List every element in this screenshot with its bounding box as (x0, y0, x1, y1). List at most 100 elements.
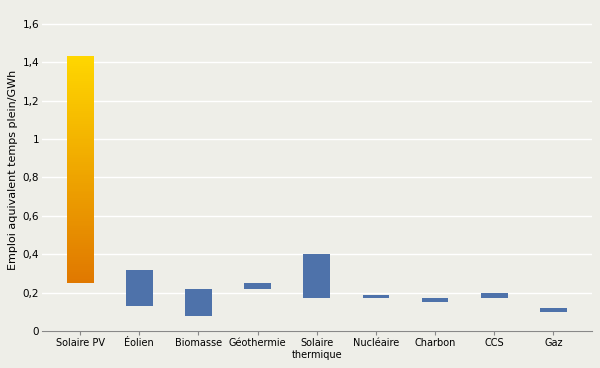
Bar (67, 71, 94, 73)
Bar (67, 168, 94, 170)
Bar (67, 91, 94, 92)
Bar (67, 92, 94, 94)
Bar (67, 213, 94, 215)
Bar (67, 173, 94, 176)
Bar (540, 308, 566, 312)
Bar (67, 272, 94, 274)
Bar (67, 75, 94, 77)
Bar (67, 94, 94, 96)
Bar (67, 202, 94, 204)
Bar (67, 104, 94, 106)
Bar (67, 236, 94, 238)
Bar (67, 185, 94, 187)
Bar (67, 134, 94, 136)
Bar (67, 238, 94, 240)
Bar (67, 232, 94, 234)
Bar (67, 209, 94, 211)
Bar (67, 277, 94, 279)
Bar (67, 79, 94, 81)
Bar (67, 279, 94, 281)
Bar (67, 259, 94, 261)
Bar (67, 240, 94, 241)
Bar (67, 274, 94, 276)
Bar (67, 217, 94, 219)
Bar (67, 138, 94, 139)
Bar (67, 124, 94, 126)
Bar (67, 113, 94, 115)
Bar (67, 189, 94, 191)
Bar (67, 62, 94, 64)
Bar (67, 130, 94, 132)
Bar (67, 224, 94, 226)
Bar (67, 234, 94, 236)
Bar (67, 176, 94, 177)
Bar (422, 298, 448, 302)
Bar (67, 121, 94, 123)
Bar (67, 117, 94, 119)
Bar (67, 115, 94, 117)
Bar (67, 126, 94, 128)
Bar (67, 149, 94, 151)
Bar (67, 106, 94, 107)
Bar (67, 85, 94, 86)
Bar (67, 56, 94, 58)
Bar (67, 208, 94, 209)
Bar (67, 102, 94, 104)
Bar (67, 228, 94, 230)
Bar (67, 255, 94, 256)
Bar (481, 293, 508, 298)
Bar (67, 88, 94, 91)
Bar (67, 181, 94, 183)
Bar (67, 243, 94, 245)
Bar (67, 198, 94, 200)
Bar (67, 192, 94, 194)
Bar (67, 119, 94, 121)
Bar (67, 251, 94, 253)
Bar (67, 136, 94, 138)
Bar (67, 166, 94, 168)
Bar (67, 156, 94, 158)
Bar (67, 109, 94, 111)
Bar (67, 270, 94, 272)
Bar (67, 215, 94, 217)
Bar (67, 268, 94, 270)
Bar (67, 226, 94, 228)
Bar (67, 77, 94, 79)
Bar (67, 206, 94, 208)
Bar (67, 256, 94, 259)
Bar (67, 132, 94, 134)
Bar (67, 96, 94, 98)
Bar (67, 107, 94, 109)
Bar (67, 141, 94, 143)
Bar (67, 241, 94, 243)
Bar (67, 83, 94, 85)
Bar (67, 145, 94, 147)
Bar (67, 262, 94, 264)
Bar (67, 264, 94, 266)
Bar (67, 253, 94, 255)
Bar (67, 177, 94, 179)
Bar (67, 58, 94, 60)
Bar (67, 73, 94, 75)
Bar (67, 194, 94, 196)
Bar (67, 162, 94, 164)
Bar (185, 289, 212, 316)
Bar (67, 147, 94, 149)
Bar (67, 155, 94, 156)
Bar (67, 81, 94, 83)
Bar (67, 123, 94, 124)
Bar (67, 164, 94, 166)
Bar (67, 219, 94, 221)
Bar (67, 204, 94, 206)
Bar (67, 66, 94, 68)
Bar (67, 128, 94, 130)
Bar (244, 283, 271, 289)
Bar (67, 183, 94, 185)
Bar (67, 60, 94, 62)
Bar (362, 295, 389, 298)
Bar (67, 98, 94, 100)
Bar (67, 171, 94, 173)
Bar (67, 281, 94, 283)
Bar (67, 191, 94, 192)
Bar (67, 143, 94, 145)
